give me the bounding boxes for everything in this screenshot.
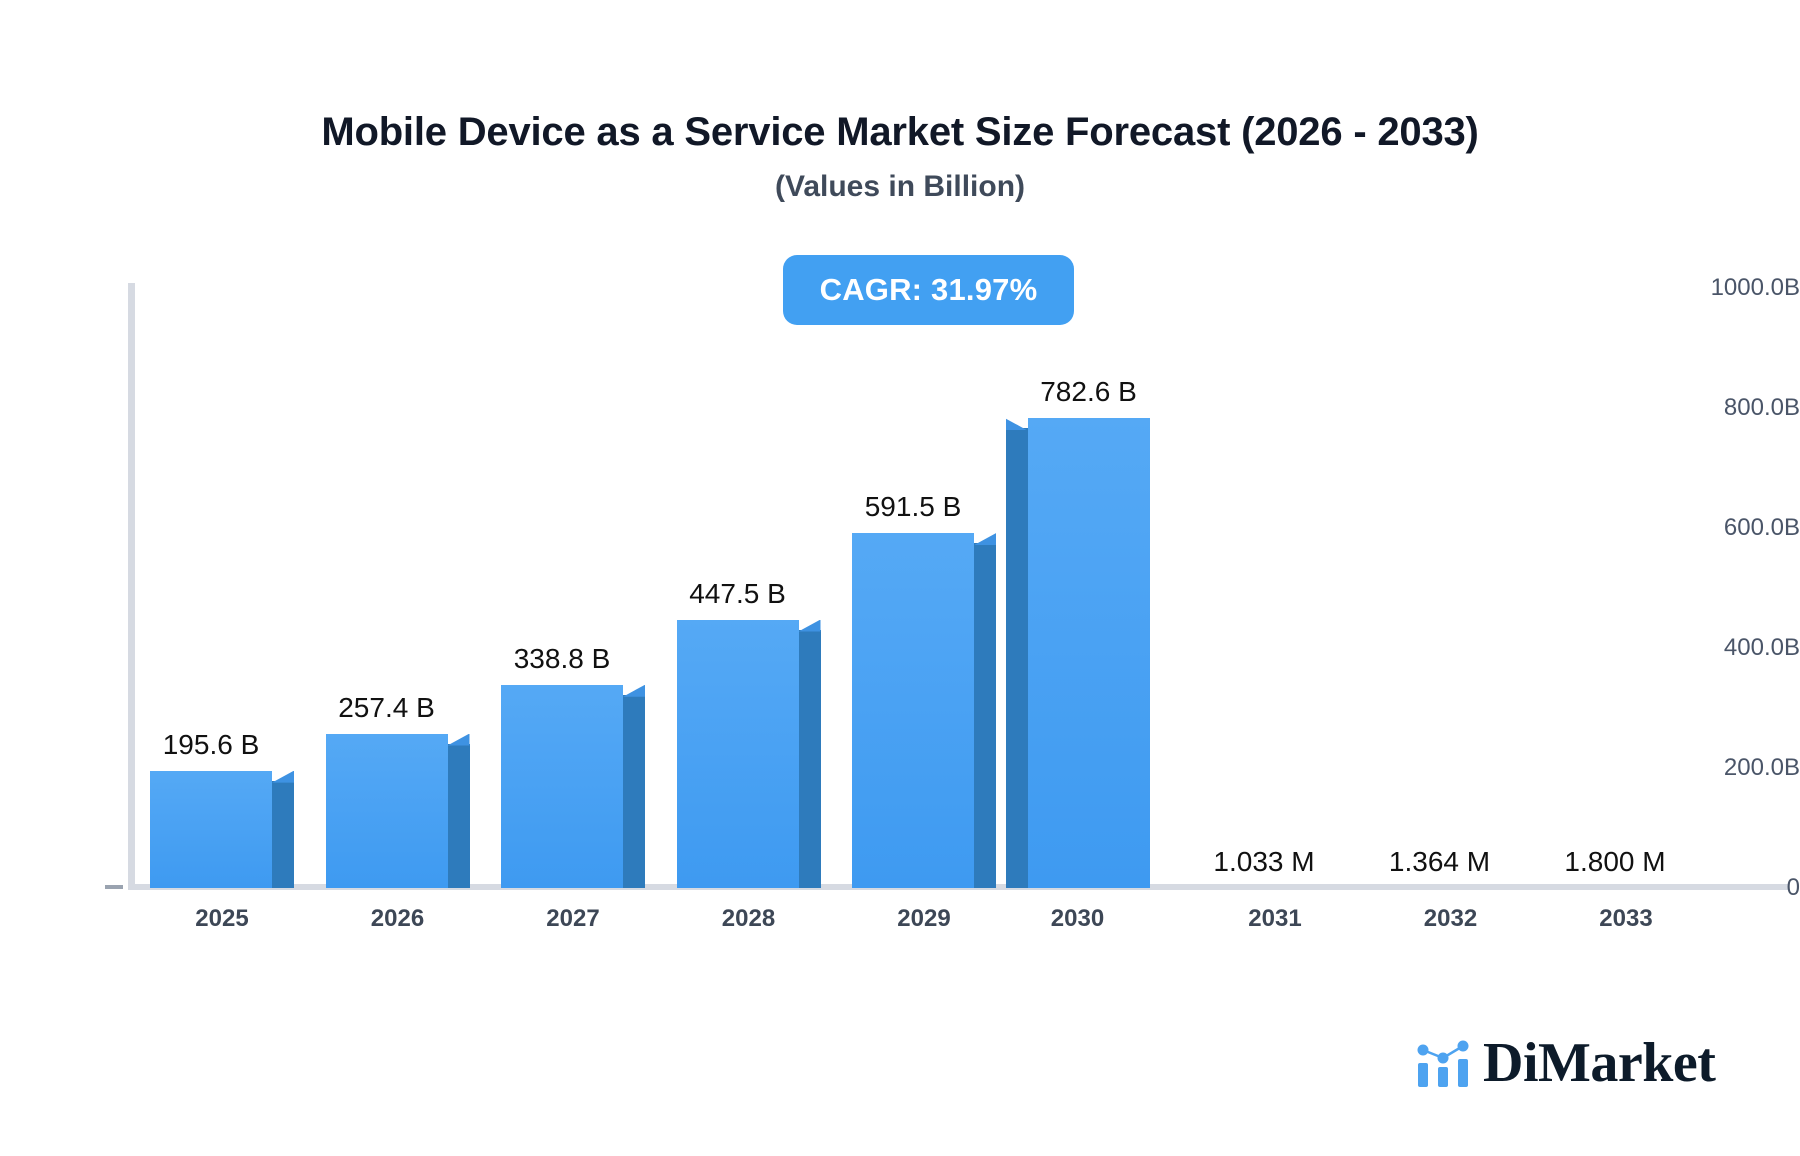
bar-value-label: 257.4 B bbox=[338, 691, 435, 723]
y-axis-tick-label: 0 bbox=[1786, 874, 1800, 901]
chart-subtitle: (Values in Billion) bbox=[774, 170, 1026, 203]
x-axis-tick-label: 2028 bbox=[721, 905, 776, 932]
bar-value-label: 447.5 B bbox=[689, 577, 786, 609]
bar-value-label: 782.6 B bbox=[1040, 376, 1137, 408]
y-axis-tick-label: 200.0B bbox=[1723, 754, 1800, 781]
bar-value-label: 591.5 B bbox=[864, 491, 962, 523]
x-axis-tick-label: 2025 bbox=[195, 905, 249, 932]
bar-2029[interactable]: 591.5 B bbox=[852, 491, 996, 888]
dimarket-logo: DiMarket bbox=[1415, 1032, 1716, 1094]
x-axis-tick-label: 2033 bbox=[1599, 905, 1653, 932]
y-axis-line bbox=[128, 283, 135, 890]
bar-front-face bbox=[852, 533, 974, 888]
x-axis-tick-label: 2026 bbox=[370, 905, 425, 932]
x-axis-tick-label: 2027 bbox=[546, 905, 600, 932]
bar-2026[interactable]: 257.4 B bbox=[325, 692, 470, 888]
bar-top-face bbox=[272, 770, 294, 783]
bar-top-face bbox=[974, 533, 996, 546]
bar-2028[interactable]: 447.5 B bbox=[676, 578, 821, 888]
bar-value-label: 195.6 B bbox=[162, 728, 260, 760]
zero-tick-mark bbox=[105, 885, 123, 889]
bar-2027[interactable]: 338.8 B bbox=[501, 643, 645, 888]
bar-side-face bbox=[272, 780, 294, 888]
y-axis-tick-label: 600.0B bbox=[1723, 514, 1800, 541]
bar-side-face bbox=[447, 743, 470, 888]
x-axis-tick-label: 2031 bbox=[1248, 905, 1302, 932]
bar-top-face bbox=[447, 733, 470, 746]
bar-top-face bbox=[623, 684, 645, 697]
bar-front-face bbox=[1027, 418, 1150, 888]
bar-value-label: 1.800 M bbox=[1564, 845, 1666, 877]
bar-side-face bbox=[798, 629, 821, 888]
bar-top-face bbox=[1005, 418, 1028, 431]
bar-front-face bbox=[325, 733, 448, 888]
x-axis-tick-label: 2030 bbox=[1050, 905, 1105, 932]
cagr-badge: CAGR: 31.97% bbox=[783, 255, 1074, 325]
bar-value-label: 338.8 B bbox=[513, 642, 611, 674]
bar-side-face bbox=[623, 694, 645, 888]
bar-side-face bbox=[974, 543, 996, 888]
x-axis-tick-label: 2029 bbox=[897, 905, 951, 932]
x-axis-tick-label: 2032 bbox=[1423, 905, 1478, 932]
bar-2025[interactable]: 195.6 B bbox=[150, 729, 294, 888]
bar-value-label: 1.033 M bbox=[1213, 845, 1315, 877]
logo-wordmark: DiMarket bbox=[1483, 1032, 1716, 1094]
bar-2030[interactable]: 782.6 B bbox=[1005, 376, 1150, 888]
bar-side-face bbox=[1005, 428, 1028, 888]
bar-chart-dots-icon bbox=[1417, 1040, 1469, 1087]
bar-value-label: 1.364 M bbox=[1388, 845, 1491, 877]
y-axis-tick-label: 1000.0B bbox=[1710, 274, 1800, 301]
chart-title: Mobile Device as a Service Market Size F… bbox=[321, 110, 1479, 154]
y-axis-tick-label: 400.0B bbox=[1723, 634, 1800, 661]
bar-top-face bbox=[798, 619, 821, 632]
y-axis-tick-label: 800.0B bbox=[1723, 394, 1800, 421]
bar-front-face bbox=[150, 770, 272, 888]
bar-front-face bbox=[676, 619, 799, 888]
bar-front-face bbox=[501, 684, 623, 888]
